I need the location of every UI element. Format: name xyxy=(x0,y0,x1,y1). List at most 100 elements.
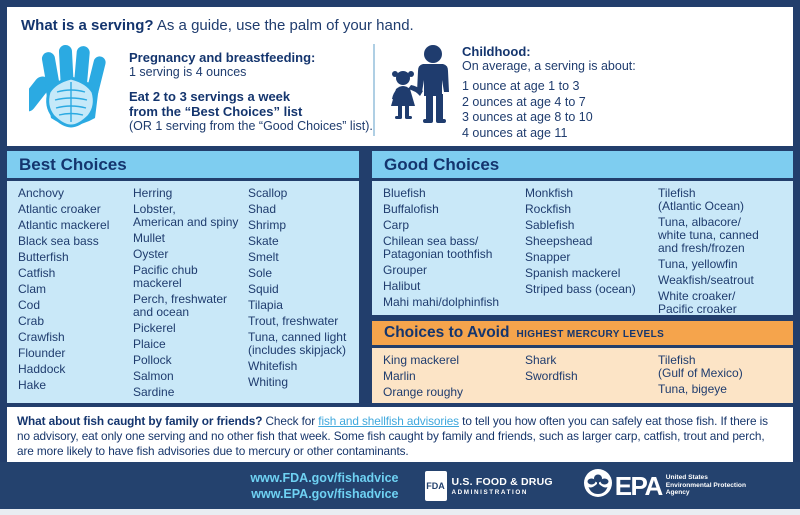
good-choices-column-1: Bluefish Buffalofish Carp Chilean sea bass/… xyxy=(383,187,525,315)
good-choices-column-2: Monkfish Rockfish Sablefish Sheepshead Snapp… xyxy=(525,187,658,315)
highest-mercury-label: HIGHEST MERCURY LEVELS xyxy=(516,329,665,340)
list-item: 4 ounces at age 11 xyxy=(462,125,568,140)
list-item: Tuna, albacore/ white tuna, canned and f… xyxy=(658,215,759,255)
good-choices-column-3: Tilefish (Atlantic Ocean) Tuna, albacore/… xyxy=(658,187,793,316)
list-item: White croaker/ Pacific croaker xyxy=(658,289,737,316)
list-item: Squid xyxy=(248,282,279,296)
pregnancy-bold-line1: Eat 2 to 3 servings a week xyxy=(129,89,291,104)
list-item: 3 ounces at age 8 to 10 xyxy=(462,110,593,124)
list-item: Skate xyxy=(248,234,279,248)
children-icon xyxy=(389,44,453,146)
list-item: Atlantic croaker xyxy=(18,202,101,216)
list-item: King mackerel xyxy=(383,353,460,367)
list-item: Smelt xyxy=(248,250,279,264)
serving-title-bold: What is a serving? xyxy=(21,17,154,34)
list-item: Sole xyxy=(248,266,273,280)
list-item: Crawfish xyxy=(18,330,65,344)
list-item: Scallop xyxy=(248,186,288,200)
list-item: Catfish xyxy=(18,266,56,280)
best-choices-column-2: Herring Lobster, American and spiny Mullet… xyxy=(133,187,248,402)
list-item: Plaice xyxy=(133,337,166,351)
list-item: Mahi mahi/dolphinfish xyxy=(383,295,500,309)
list-item: Tuna, bigeye xyxy=(658,382,727,396)
list-item: Pickerel xyxy=(133,321,176,335)
list-item: Sardine xyxy=(133,385,175,399)
advisories-link[interactable]: fish and shellfish advisories xyxy=(318,414,459,428)
serving-title: What is a serving? As a guide, use the p… xyxy=(21,16,779,36)
poster-bottom-edge xyxy=(0,509,800,515)
list-item: Whitefish xyxy=(248,359,298,373)
list-item: Spanish mackerel xyxy=(525,266,621,280)
list-item: Trout, freshwater xyxy=(248,314,339,328)
list-item: 1 ounce at age 1 to 3 xyxy=(462,79,580,93)
list-item: Buffalofish xyxy=(383,202,439,216)
serving-title-rest: As a guide, use the palm of your hand. xyxy=(153,17,414,34)
fda-url-link[interactable]: www.FDA.gov/fishadvice xyxy=(250,470,399,485)
list-item: Flounder xyxy=(18,346,66,360)
list-item: Crab xyxy=(18,314,45,328)
epa-logo-abbr: EPA xyxy=(614,470,664,501)
list-item: Marlin xyxy=(383,369,416,383)
list-item: Cod xyxy=(18,298,41,312)
advisory-note: What about fish caught by family or frie… xyxy=(7,407,793,462)
pregnancy-serving-line: 1 serving is 4 ounces xyxy=(129,65,247,79)
list-item: Tuna, yellowfin xyxy=(658,257,738,271)
best-choices-column-1: Anchovy Atlantic croaker Atlantic mackerel… xyxy=(18,187,133,402)
list-item: Pacific chub mackerel xyxy=(133,263,198,290)
list-item: Pollock xyxy=(133,353,172,367)
childhood-sub: On average, a serving is about: xyxy=(462,59,636,73)
list-item: Clam xyxy=(18,282,47,296)
list-item: Butterfish xyxy=(18,250,69,264)
epa-logo-text: United States Environmental Protection A… xyxy=(665,474,746,497)
list-item: Halibut xyxy=(383,279,421,293)
epa-flower-icon xyxy=(583,468,613,503)
choices-to-avoid-header: Choices to Avoid HIGHEST MERCURY LEVELS xyxy=(372,321,793,348)
list-item: Swordfish xyxy=(525,369,578,383)
fda-logo-icon: FDA xyxy=(424,470,447,501)
fda-logo-line1: U.S. FOOD & DRUG xyxy=(451,475,553,488)
list-item: Rockfish xyxy=(525,202,572,216)
list-item: Haddock xyxy=(18,362,66,376)
list-item: Tilefish (Gulf of Mexico) xyxy=(658,353,743,380)
pregnancy-bold-line2: from the “Best Choices” list xyxy=(129,104,303,119)
list-item: Herring xyxy=(133,186,173,200)
footer-bar: www.FDA.gov/fishadvice www.EPA.gov/fisha… xyxy=(0,462,800,509)
list-item: Weakfish/seatrout xyxy=(658,273,754,287)
best-choices-column-3: Scallop Shad Shrimp Skate Smelt Sole Squid Tila… xyxy=(248,187,359,402)
list-item: Sheepshead xyxy=(525,234,593,248)
list-item: Perch, freshwater and ocean xyxy=(133,292,228,319)
list-item: Snapper xyxy=(525,250,571,264)
list-item: Shad xyxy=(248,202,277,216)
childhood-heading: Childhood: xyxy=(462,44,531,59)
avoid-column-1: King mackerel Marlin Orange roughy xyxy=(383,354,525,402)
choices-to-avoid-section: Choices to Avoid HIGHEST MERCURY LEVELS … xyxy=(372,321,793,403)
list-item: Striped bass (ocean) xyxy=(525,282,636,296)
serving-info-panel: What is a serving? As a guide, use the p… xyxy=(7,7,793,146)
epa-url-link[interactable]: www.EPA.gov/fishadvice xyxy=(251,486,399,501)
list-item: Sablefish xyxy=(525,218,575,232)
list-item: Bluefish xyxy=(383,186,426,200)
list-item: Mullet xyxy=(133,231,166,245)
good-choices-header: Good Choices xyxy=(372,151,793,181)
list-item: Anchovy xyxy=(18,186,65,200)
list-item: Black sea bass xyxy=(18,234,99,248)
list-item: Orange roughy xyxy=(383,385,464,399)
childhood-section: Childhood: On average, a serving is abou… xyxy=(383,42,772,146)
list-item: Tuna, canned light (includes skipjack) xyxy=(248,330,347,357)
advisory-pre-link: Check for xyxy=(262,414,319,428)
list-item: Hake xyxy=(18,378,47,392)
pregnancy-heading: Pregnancy and breastfeeding: xyxy=(129,50,316,65)
list-item: Grouper xyxy=(383,263,428,277)
avoid-column-2: Shark Swordfish xyxy=(525,354,658,402)
fda-logo: FDA U.S. FOOD & DRUG ADMINISTRATION xyxy=(424,470,553,501)
list-item: Whiting xyxy=(248,375,289,389)
childhood-text: Childhood: On average, a serving is abou… xyxy=(462,42,772,146)
list-item: Chilean sea bass/ Patagonian toothfish xyxy=(383,234,493,261)
list-item: Shrimp xyxy=(248,218,287,232)
pregnancy-or-line: (OR 1 serving from the “Good Choices” li… xyxy=(129,119,373,133)
list-item: Atlantic mackerel xyxy=(18,218,110,232)
advisory-post-link: to tell you how often you can safely eat… xyxy=(17,414,768,458)
list-item: 2 ounces at age 4 to 7 xyxy=(462,94,586,109)
